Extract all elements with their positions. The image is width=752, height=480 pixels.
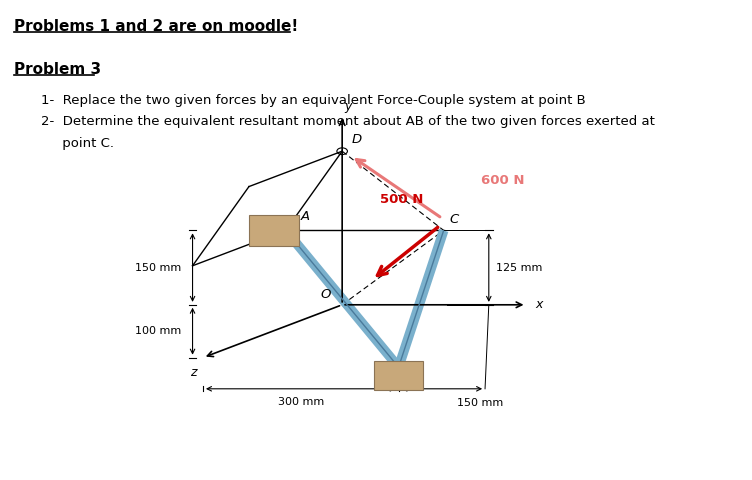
Bar [248, 215, 299, 246]
Text: O: O [320, 288, 331, 301]
Text: z: z [190, 366, 197, 379]
Text: 300 mm: 300 mm [277, 397, 324, 408]
Text: point C.: point C. [41, 137, 114, 150]
Text: Problem 3: Problem 3 [14, 62, 101, 77]
Text: Problems 1 and 2 are on moodle!: Problems 1 and 2 are on moodle! [14, 19, 298, 34]
Text: D: D [351, 133, 362, 146]
Bar [374, 361, 423, 390]
Text: 150 mm: 150 mm [457, 398, 503, 408]
Text: B: B [402, 379, 411, 392]
Text: 150 mm: 150 mm [135, 263, 181, 273]
Text: 100 mm: 100 mm [135, 326, 181, 336]
Text: C: C [450, 213, 459, 226]
Text: 1-  Replace the two given forces by an equivalent Force-Couple system at point B: 1- Replace the two given forces by an eq… [41, 94, 586, 107]
Text: 500 N: 500 N [380, 192, 423, 206]
Text: 125 mm: 125 mm [496, 263, 543, 273]
Text: y: y [344, 100, 352, 113]
Text: A: A [301, 210, 310, 223]
Text: 600 N: 600 N [481, 173, 525, 187]
Text: 2-  Determine the equivalent resultant moment about AB of the two given forces e: 2- Determine the equivalent resultant mo… [41, 115, 655, 128]
Text: x: x [535, 298, 543, 312]
